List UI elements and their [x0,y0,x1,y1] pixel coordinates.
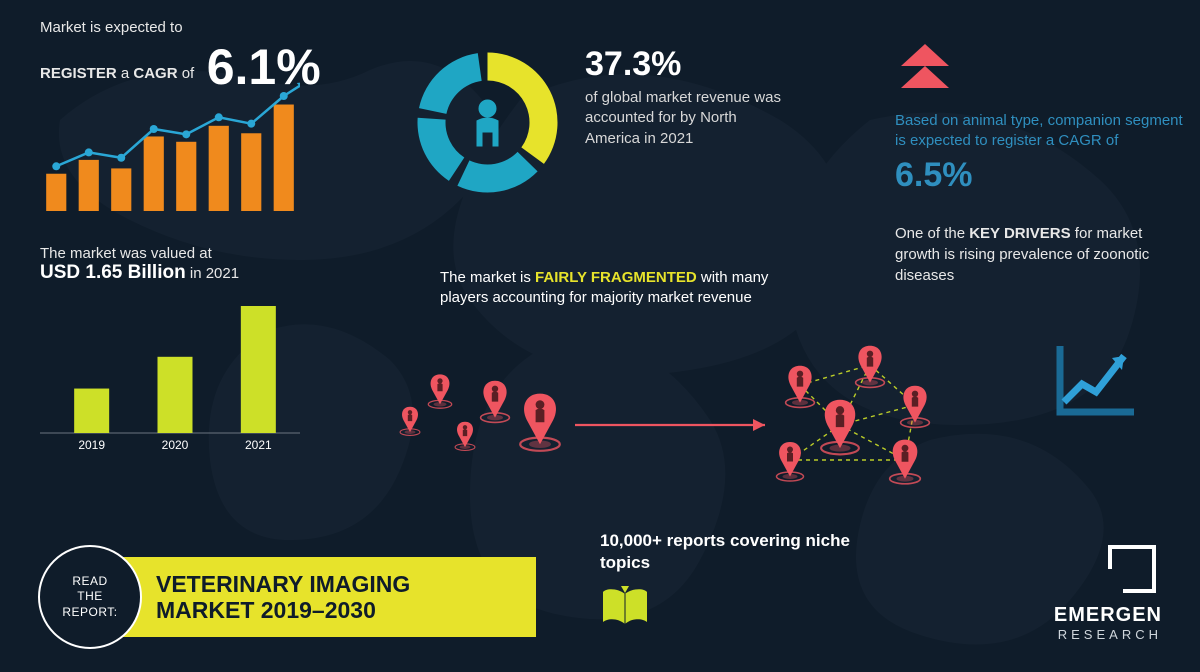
donut-chart [405,40,570,205]
donut-caption: 37.3% of global market revenue was accou… [585,45,785,149]
svg-text:2020: 2020 [162,438,189,452]
donut-body: of global market revenue was accounted f… [585,88,785,149]
cta-bar[interactable]: VETERINARY IMAGING MARKET 2019–2030 [96,557,536,638]
chevron-up-icon [895,40,955,100]
svg-text:2019: 2019 [78,438,105,452]
cta-circle[interactable]: READTHEREPORT: [38,545,142,649]
cta-circle-text: READTHEREPORT: [62,574,117,621]
donut-value: 37.3% [585,45,785,84]
market-players-diagram [370,340,980,500]
trend-up-icon [1050,340,1140,420]
valuation-chart: 2019 2020 2021 [40,300,300,455]
valuation-post: in 2021 [190,265,239,282]
valuation-block: The market was valued at USD 1.65 Billio… [40,245,330,460]
logo-sub: RESEARCH [1054,627,1162,642]
segment-cagr-block: Based on animal type, companion segment … [895,40,1185,286]
reports-block: 10,000+ reports covering niche topics [600,530,860,635]
valuation-amount: USD 1.65 Billion [40,262,186,283]
svg-text:2021: 2021 [245,438,272,452]
key-drivers-text: One of the KEY DRIVERS for market growth… [895,223,1185,286]
valuation-pre: The market was valued at [40,245,212,262]
book-icon [600,586,650,630]
brand-logo: EMERGEN RESEARCH [1054,539,1162,642]
report-cta[interactable]: READTHEREPORT: VETERINARY IMAGING MARKET… [38,545,536,649]
reports-text: 10,000+ reports covering niche topics [600,530,860,574]
segment-text: Based on animal type, companion segment … [895,111,1185,152]
cagr-text-pre: Market is expected to [40,19,183,36]
segment-value: 6.5% [895,156,1185,195]
fragmented-text: The market is FAIRLY FRAGMENTED with man… [440,268,770,309]
logo-mark-icon [1102,539,1162,599]
growth-chart [40,80,300,215]
logo-name: EMERGEN [1054,604,1162,627]
